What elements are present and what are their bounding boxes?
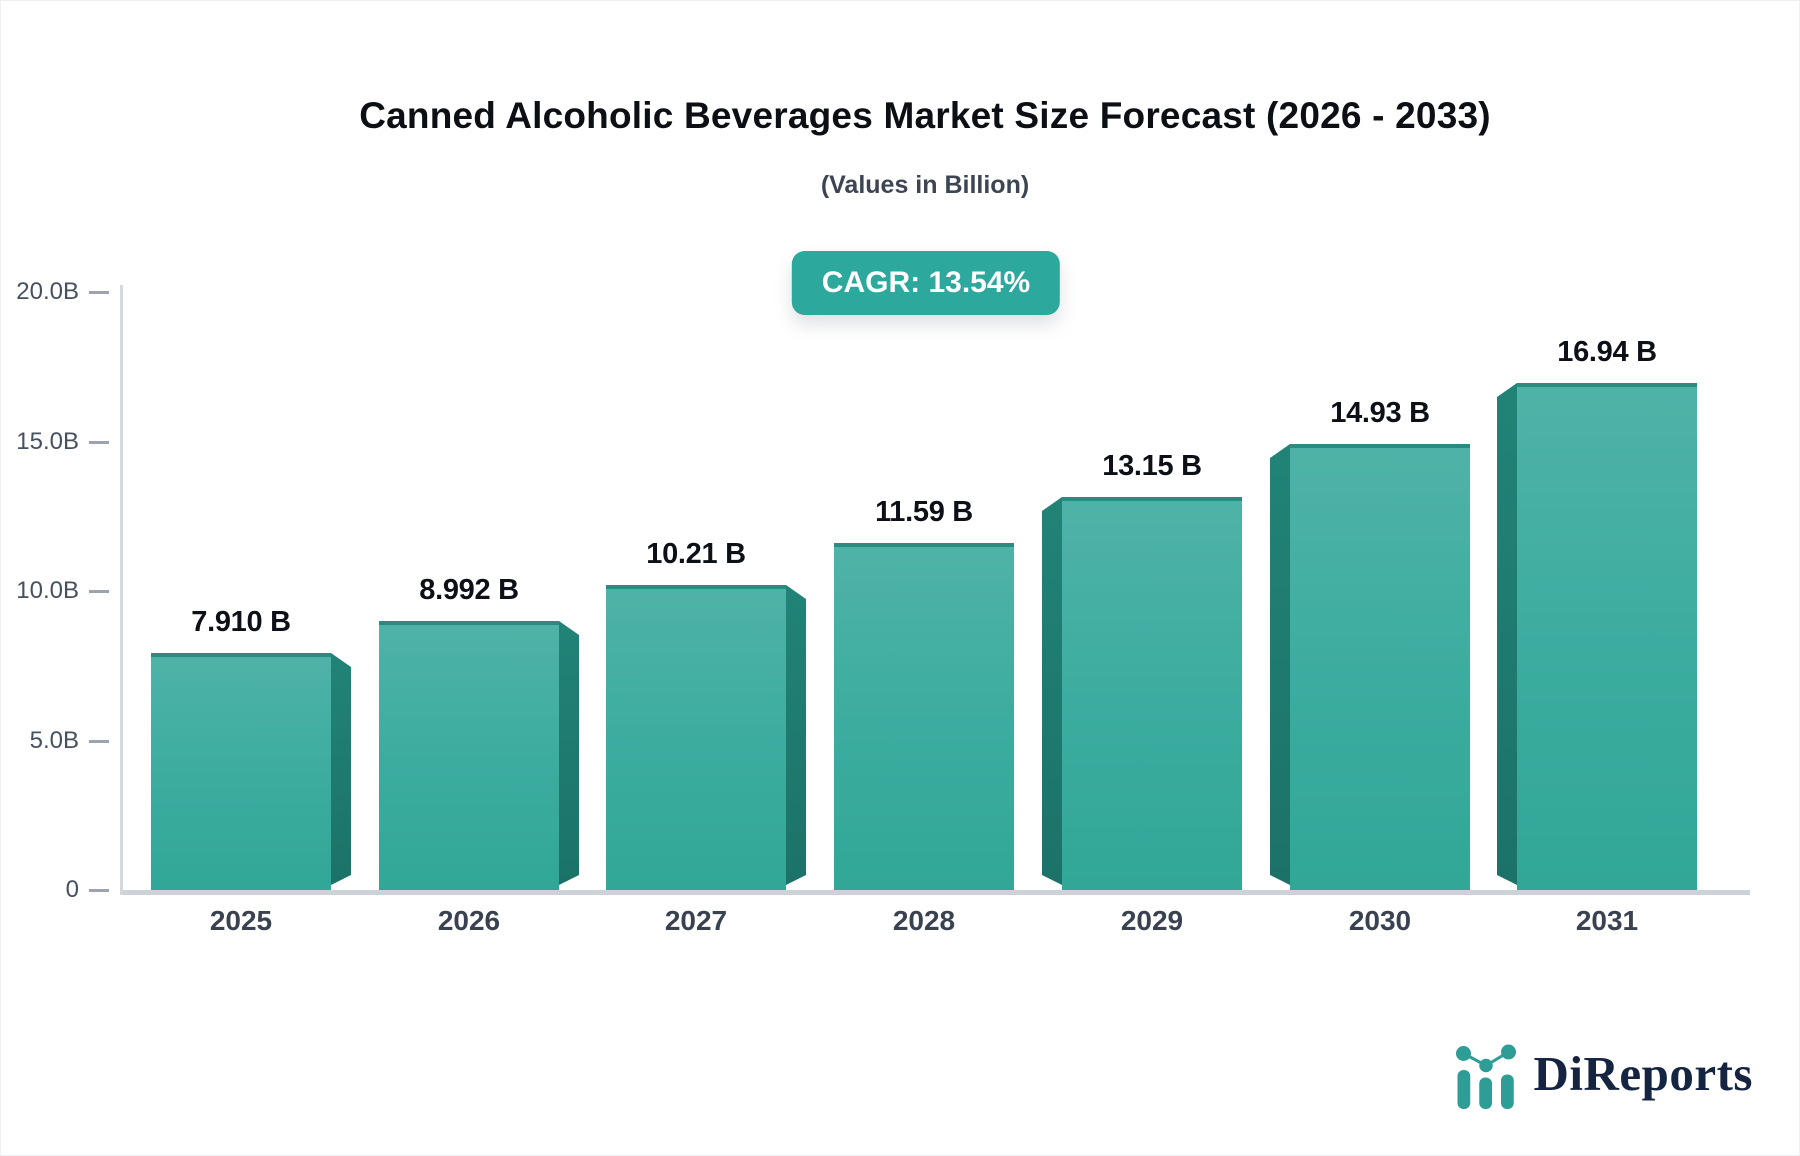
y-axis-tick [89,441,109,444]
bar-2029[interactable] [1062,497,1242,890]
bar-2027[interactable] [606,585,786,890]
brand-logo: DiReports [1453,1037,1753,1109]
y-axis-tick [89,590,109,593]
bar-2030[interactable] [1290,444,1470,890]
bar-value-label-2031: 16.94 B [1557,336,1657,368]
y-axis-label-0: 0 [65,876,79,903]
y-axis-label-20.0B: 20.0B [16,278,79,305]
bar-2028[interactable] [834,543,1014,890]
y-axis-tick [89,889,109,892]
x-axis-label-2031: 2031 [1575,905,1639,936]
bar-value-label-2030: 14.93 B [1330,397,1430,429]
bar-value-label-2025: 7.910 B [191,606,291,638]
bar-side-face-2031 [1497,383,1517,885]
x-axis-label-2027: 2027 [664,905,728,936]
y-axis-tick [89,291,109,294]
bar-side-face-2029 [1042,497,1062,885]
bar-side-face-2026 [559,621,579,885]
bar-side-face-2030 [1270,444,1290,885]
y-axis-label-10.0B: 10.0B [16,577,79,604]
bar-2026[interactable] [379,621,559,890]
y-axis-tick [89,740,109,743]
bar-side-face-2027 [786,585,806,885]
chart-title: Canned Alcoholic Beverages Market Size F… [359,95,1491,136]
bar-side-face-2025 [331,653,351,885]
bar-2031[interactable] [1517,383,1697,890]
x-axis-label-2030: 2030 [1348,905,1412,936]
bar-value-label-2028: 11.59 B [875,496,973,528]
bar-value-label-2029: 13.15 B [1102,450,1202,482]
y-axis-line [120,285,123,895]
bar-chart-logo-icon [1456,1044,1517,1109]
bar-2025[interactable] [151,653,331,890]
x-axis-label-2026: 2026 [437,905,501,936]
chart-subtitle: (Values in Billion) [820,171,1030,199]
x-axis-line [120,890,1750,895]
y-axis-label-15.0B: 15.0B [16,428,79,455]
x-axis-label-2029: 2029 [1120,905,1184,936]
bar-value-label-2026: 8.992 B [419,574,519,606]
bar-value-label-2027: 10.21 B [646,538,746,570]
x-axis-label-2025: 2025 [209,905,273,936]
x-axis-label-2028: 2028 [892,905,956,936]
y-axis-label-5.0B: 5.0B [29,727,79,754]
brand-logo-text: DiReports [1533,1045,1753,1101]
cagr-badge: CAGR: 13.54% [791,251,1061,315]
